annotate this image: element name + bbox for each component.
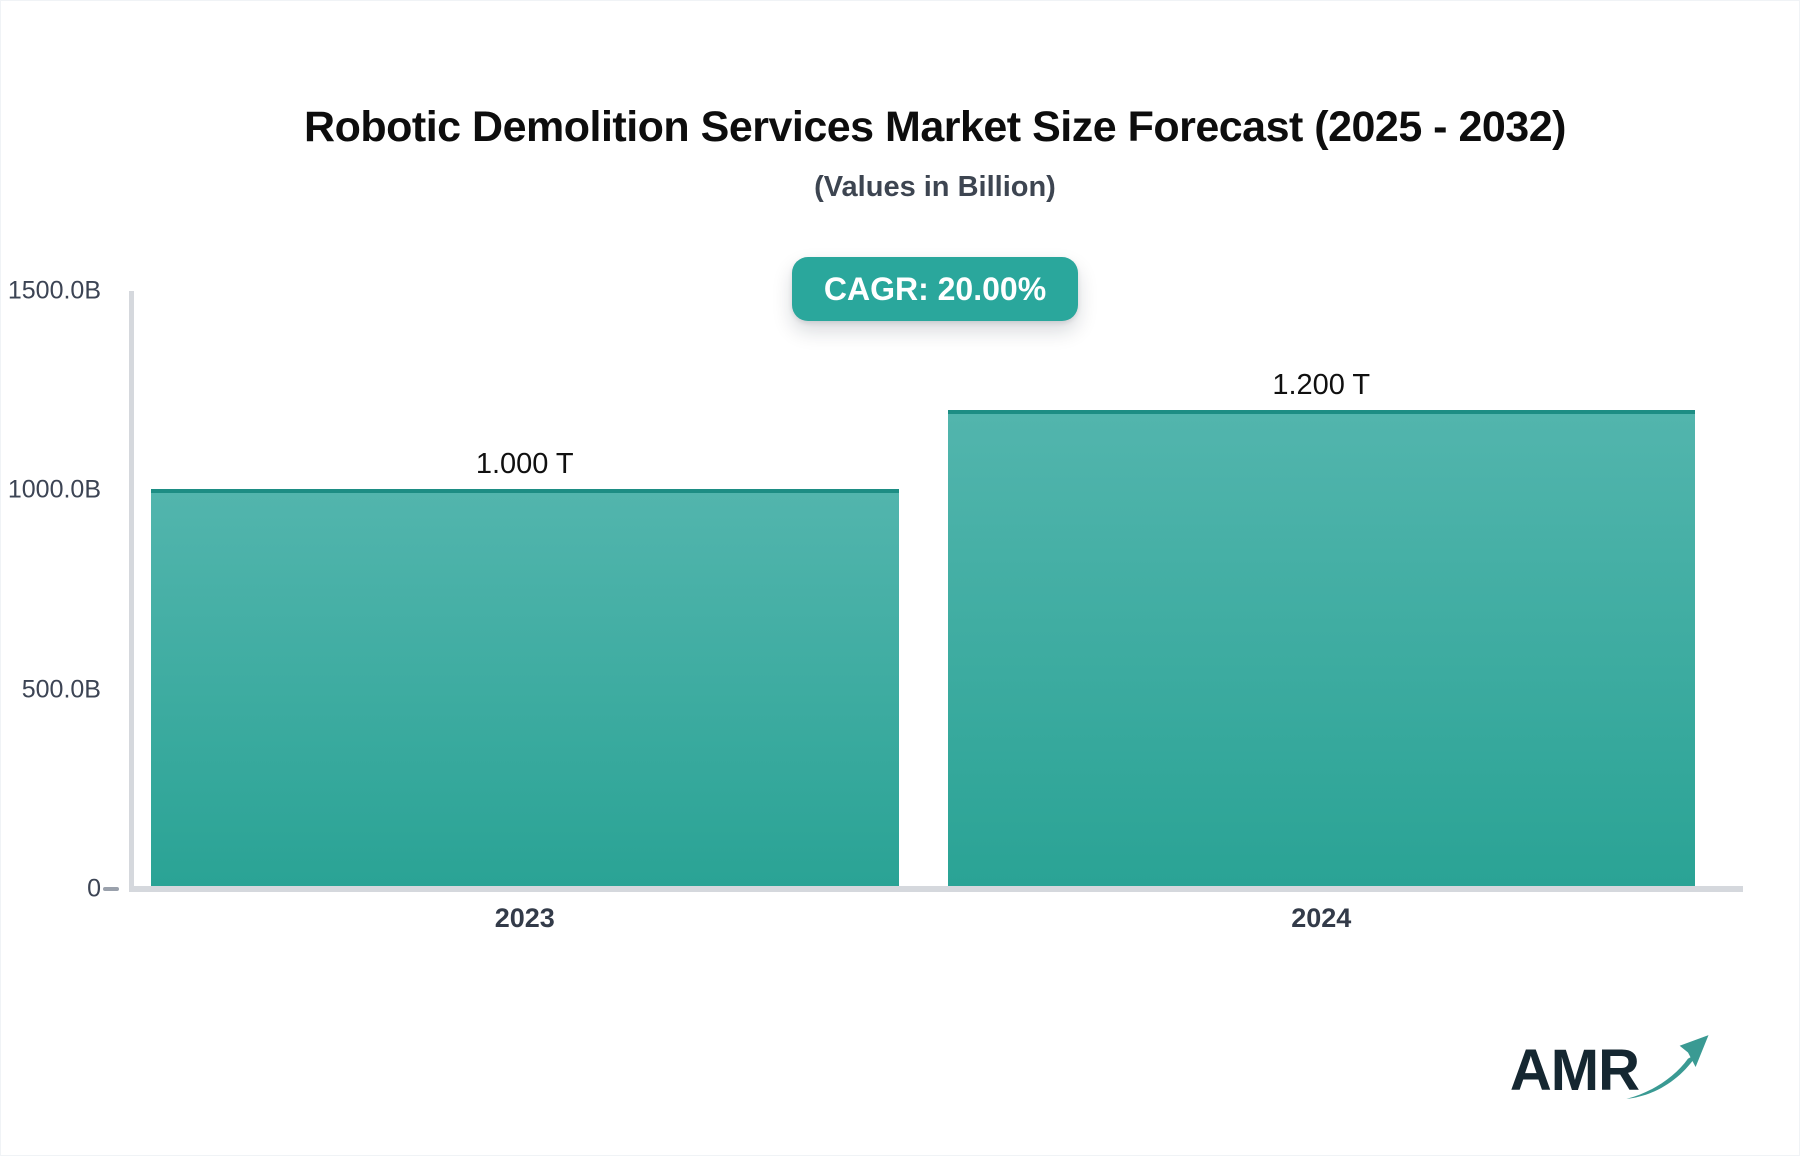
bar-value-label: 1.200 T bbox=[1272, 369, 1371, 401]
x-axis-line bbox=[129, 886, 1743, 892]
amr-logo-text: AMR bbox=[1509, 1037, 1640, 1103]
bars-area: 1.000 T 1.200 T bbox=[134, 291, 1743, 886]
cagr-badge: CAGR: 20.00% bbox=[791, 257, 1079, 321]
x-axis-labels: 2023 2024 bbox=[134, 903, 1743, 934]
y-tick-label: 1000.0B bbox=[7, 475, 101, 504]
y-tick-label: 1500.0B bbox=[7, 276, 101, 305]
bar-2024 bbox=[947, 410, 1695, 886]
chart-title: Robotic Demolition Services Market Size … bbox=[304, 103, 1566, 151]
bar-2023 bbox=[151, 489, 899, 886]
bar-value-label: 1.000 T bbox=[475, 448, 574, 481]
y-axis-line bbox=[129, 291, 134, 889]
y-tick-dash bbox=[103, 887, 119, 891]
y-tick-label: 500.0B bbox=[21, 675, 101, 704]
y-axis-labels: 0 500.0B 1000.0B 1500.0B bbox=[1, 277, 119, 903]
amr-logo: AMR bbox=[1510, 1029, 1715, 1111]
growth-arrow-icon bbox=[1626, 1035, 1709, 1099]
x-axis-category-label: 2023 bbox=[494, 903, 555, 933]
chart-subtitle: (Values in Billion) bbox=[814, 171, 1056, 203]
chart-header: Robotic Demolition Services Market Size … bbox=[1, 1, 1799, 321]
x-axis-category-label: 2024 bbox=[1291, 903, 1352, 933]
y-tick-label: 0 bbox=[87, 874, 101, 903]
bar-slot: 1.000 T bbox=[151, 291, 899, 886]
bar-slot: 1.200 T bbox=[947, 291, 1695, 886]
